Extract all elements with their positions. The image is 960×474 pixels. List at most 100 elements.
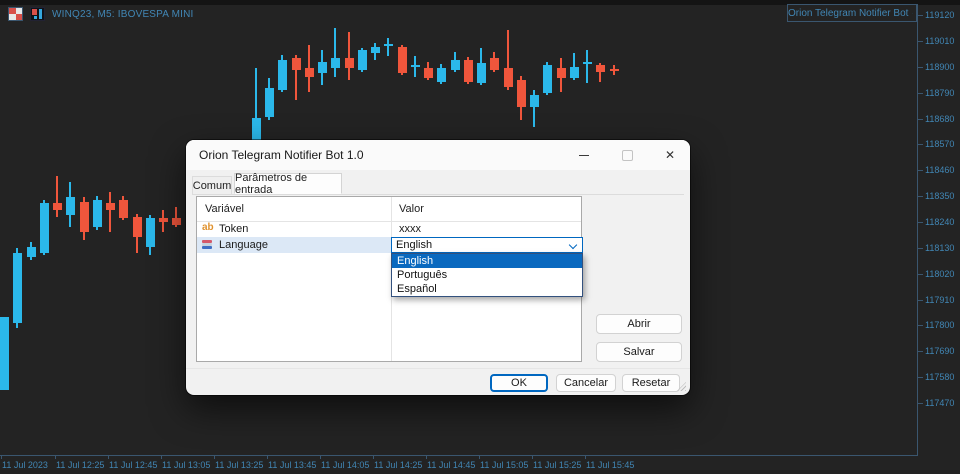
price-tick xyxy=(917,15,923,17)
candle-body xyxy=(596,65,606,72)
price-tick xyxy=(917,351,923,353)
ea-name-label[interactable]: Orion Telegram Notifier Bot xyxy=(788,7,909,19)
candle-body xyxy=(583,62,592,65)
dropdown-item-espanol[interactable]: Español xyxy=(397,283,437,295)
minimize-icon xyxy=(579,154,589,156)
string-param-icon: ab xyxy=(202,222,214,233)
candle-body xyxy=(609,69,619,72)
price-label: 118790 xyxy=(925,87,955,98)
time-label: 11 Jul 14:45 xyxy=(427,460,476,470)
price-label: 118460 xyxy=(925,165,955,176)
candle-body xyxy=(145,217,155,248)
time-tick xyxy=(479,455,480,459)
dropdown-item-portugues[interactable]: Português xyxy=(397,269,448,281)
tab-comum[interactable]: Comum xyxy=(192,176,232,194)
price-label: 119120 xyxy=(925,10,955,21)
price-label: 119010 xyxy=(925,35,955,46)
chart-frame-right xyxy=(917,4,918,455)
row-token[interactable]: ab Token xxxx xyxy=(197,221,581,238)
price-label: 117910 xyxy=(925,294,955,305)
ok-button[interactable]: OK xyxy=(490,374,548,392)
candle-wick xyxy=(387,38,390,56)
candle-wick xyxy=(334,27,337,78)
candle-wick xyxy=(599,63,602,83)
candle-body xyxy=(318,62,327,74)
price-tick xyxy=(917,247,923,249)
candle-wick xyxy=(56,176,58,218)
time-tick xyxy=(320,455,321,459)
minimize-button[interactable] xyxy=(576,147,592,163)
candle-wick xyxy=(572,52,575,80)
price-label: 118900 xyxy=(925,61,955,72)
price-tick xyxy=(917,196,923,198)
price-label: 117470 xyxy=(925,398,955,408)
row-language[interactable]: Language English xyxy=(197,237,583,253)
candle-body xyxy=(556,67,566,79)
candle-body xyxy=(503,67,513,87)
time-label: 11 Jul 15:05 xyxy=(480,460,529,470)
time-tick xyxy=(373,455,374,459)
candle-body xyxy=(424,67,433,79)
price-label: 118570 xyxy=(925,139,955,150)
candle-body xyxy=(132,217,142,237)
candle-body xyxy=(39,202,49,253)
time-tick xyxy=(585,455,586,459)
price-label: 117580 xyxy=(925,372,955,383)
salvar-button[interactable]: Salvar xyxy=(596,342,682,362)
footer-divider xyxy=(186,368,690,369)
inputs-grid: Variável Valor ab Token xxxx Language En… xyxy=(196,196,583,362)
window-top-strip xyxy=(0,0,960,5)
ea-label-box[interactable]: Orion Telegram Notifier Bot xyxy=(787,4,917,22)
time-label: 11 Jul 13:25 xyxy=(215,460,264,470)
dropdown-item-english[interactable]: English xyxy=(392,254,582,268)
resize-grip[interactable] xyxy=(677,382,686,391)
dialog-titlebar[interactable]: Orion Telegram Notifier Bot 1.0 ✕ xyxy=(186,140,690,170)
time-label: 11 Jul 13:45 xyxy=(268,460,317,470)
maximize-icon xyxy=(621,149,633,161)
candle-body xyxy=(357,50,367,71)
candle-body xyxy=(384,43,394,47)
column-value: Valor xyxy=(399,203,424,215)
candle-body xyxy=(66,197,76,215)
candle-body xyxy=(450,59,460,71)
close-button[interactable]: ✕ xyxy=(662,147,678,163)
abrir-button[interactable]: Abrir xyxy=(596,314,682,334)
expert-advisor-icon xyxy=(912,12,913,14)
time-label: 11 Jul 14:05 xyxy=(321,460,370,470)
enum-param-icon xyxy=(202,240,212,250)
language-combobox[interactable]: English xyxy=(391,237,583,253)
price-tick xyxy=(917,170,923,172)
candle-body xyxy=(477,63,486,83)
candle-body xyxy=(106,202,115,210)
candle-body xyxy=(463,59,473,83)
chart-frame-bottom xyxy=(0,455,918,456)
candles-layer xyxy=(0,27,619,391)
param-name: Language xyxy=(219,239,268,251)
cancelar-button[interactable]: Cancelar xyxy=(556,374,616,392)
price-tick xyxy=(917,325,923,327)
candle-body xyxy=(397,47,407,74)
candle-wick xyxy=(294,55,297,100)
price-label: 118130 xyxy=(925,242,955,253)
price-tick xyxy=(917,92,923,94)
combobox-value: English xyxy=(396,239,433,251)
price-tick xyxy=(917,377,923,379)
price-tick xyxy=(917,144,923,146)
price-tick xyxy=(917,403,923,404)
price-label: 117690 xyxy=(925,346,955,357)
candle-body xyxy=(278,59,288,91)
ea-inputs-dialog: Orion Telegram Notifier Bot 1.0 ✕ Comum … xyxy=(186,140,690,395)
candle-body xyxy=(251,118,261,142)
candle-body xyxy=(490,58,500,71)
candle-body xyxy=(265,87,274,118)
param-value[interactable]: xxxx xyxy=(399,223,421,235)
price-label: 117800 xyxy=(925,320,955,331)
price-tick xyxy=(917,40,923,42)
candle-body xyxy=(371,47,380,53)
tab-parametros-de-entrada[interactable]: Parâmetros de entrada xyxy=(234,172,342,196)
price-tick xyxy=(917,221,923,223)
resetar-button[interactable]: Resetar xyxy=(622,374,680,392)
time-label: 11 Jul 12:25 xyxy=(56,460,105,470)
time-tick xyxy=(1,455,2,459)
